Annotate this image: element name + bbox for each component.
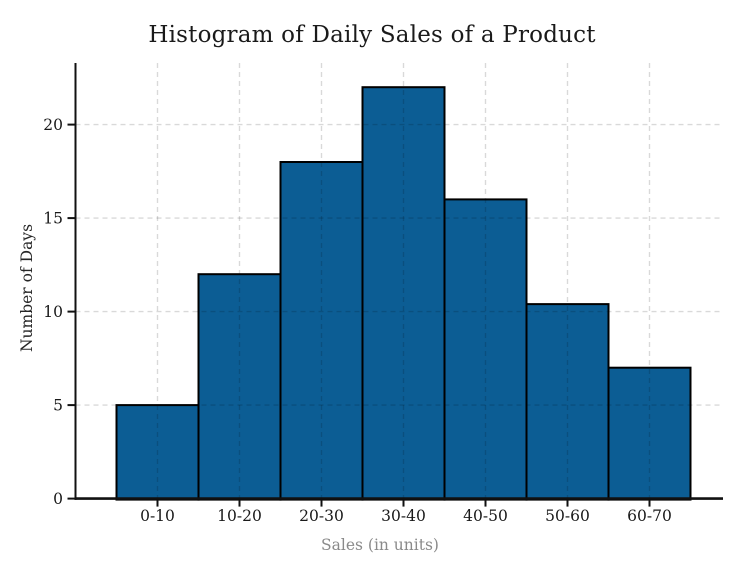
x-tick-label-10-20: 10-20: [217, 507, 262, 525]
chart-title: Histogram of Daily Sales of a Product: [148, 22, 596, 48]
y-tick-label-20: 20: [43, 116, 63, 134]
y-tick-label-0: 0: [53, 490, 63, 508]
x-axis-label: Sales (in units): [321, 536, 439, 554]
y-tick-label-5: 5: [53, 397, 63, 415]
y-tick-label-15: 15: [43, 210, 63, 228]
y-tick-label-10: 10: [43, 303, 63, 321]
x-tick-label-60-70: 60-70: [627, 507, 672, 525]
x-tick-label-30-40: 30-40: [381, 507, 426, 525]
x-tick-label-40-50: 40-50: [463, 507, 508, 525]
x-tick-label-0-10: 0-10: [140, 507, 175, 525]
histogram-bar-0-10: [115, 404, 200, 501]
histogram-bar-20-30: [279, 161, 364, 501]
x-tick-label-50-60: 50-60: [545, 507, 590, 525]
histogram-bar-30-40: [361, 86, 446, 501]
x-tick-label-20-30: 20-30: [299, 507, 344, 525]
